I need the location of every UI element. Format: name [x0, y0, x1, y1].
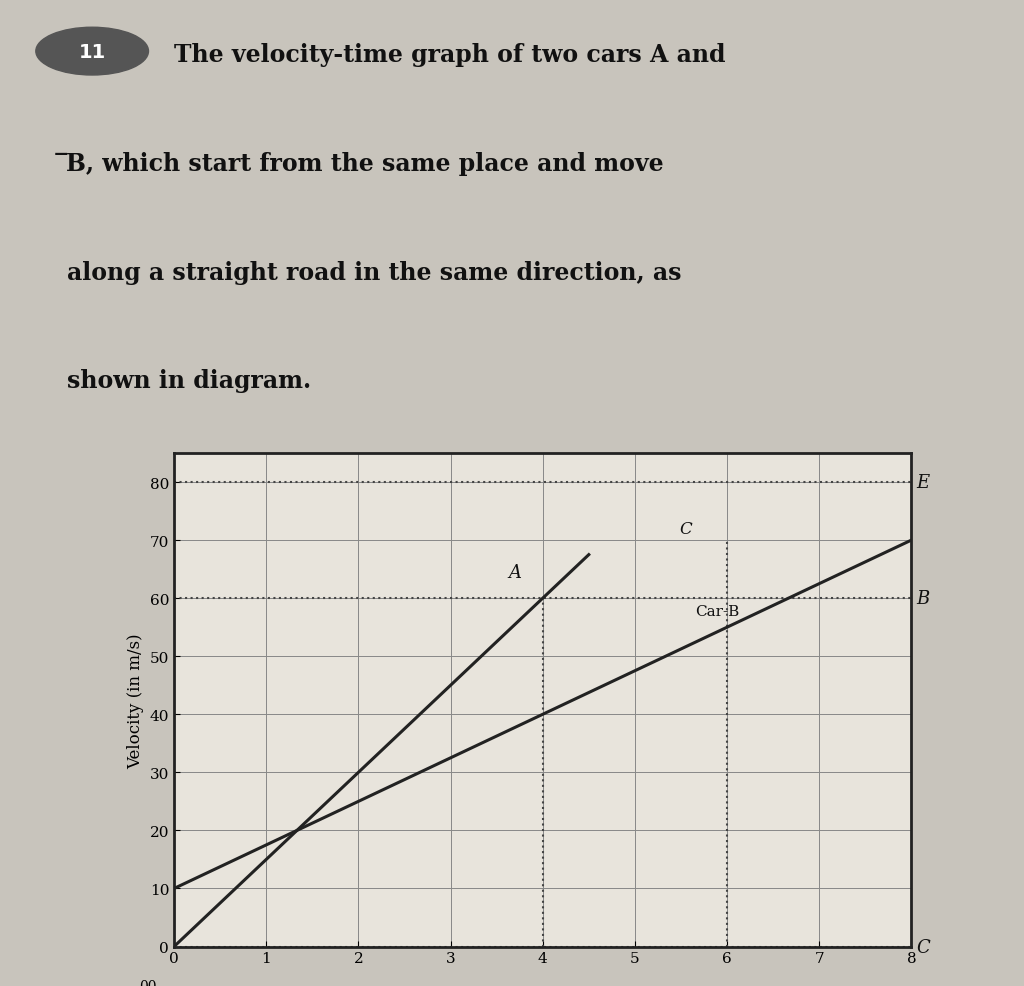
- Text: shown in diagram.: shown in diagram.: [67, 369, 310, 392]
- Text: E: E: [916, 473, 929, 492]
- Text: The velocity-time graph of two cars A and: The velocity-time graph of two cars A an…: [174, 43, 726, 67]
- Text: C: C: [916, 938, 930, 955]
- Text: A: A: [509, 563, 521, 581]
- Text: C: C: [679, 521, 692, 537]
- Circle shape: [36, 29, 148, 76]
- Text: ̅B, which start from the same place and move: ̅B, which start from the same place and …: [67, 152, 665, 176]
- Y-axis label: Velocity (in m/s): Velocity (in m/s): [127, 632, 144, 768]
- Text: along a straight road in the same direction, as: along a straight road in the same direct…: [67, 260, 681, 284]
- Text: 11: 11: [79, 42, 105, 61]
- Text: Car-B: Car-B: [695, 604, 739, 618]
- Text: 00: 00: [139, 978, 157, 986]
- Text: B: B: [916, 590, 929, 607]
